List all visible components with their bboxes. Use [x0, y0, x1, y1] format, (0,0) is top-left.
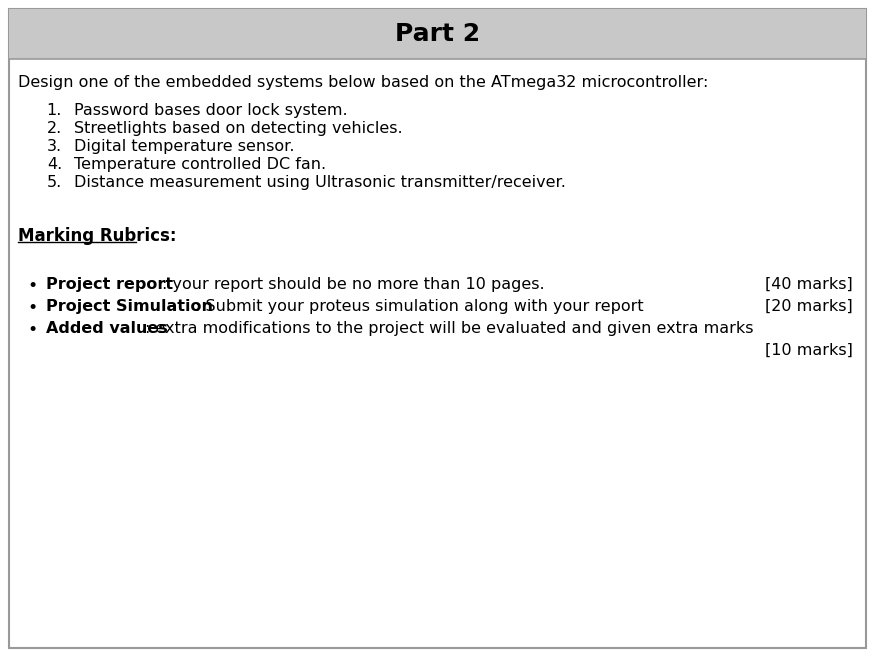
- Text: 1.: 1.: [46, 103, 62, 118]
- Text: [20 marks]: [20 marks]: [766, 299, 853, 314]
- Text: : extra modifications to the project will be evaluated and given extra marks: : extra modifications to the project wil…: [145, 321, 754, 336]
- Text: 3.: 3.: [47, 139, 62, 154]
- Text: •: •: [27, 321, 37, 339]
- Text: 2.: 2.: [46, 121, 62, 136]
- Text: Password bases door lock system.: Password bases door lock system.: [74, 103, 347, 118]
- Text: Digital temperature sensor.: Digital temperature sensor.: [74, 139, 295, 154]
- Text: Part 2: Part 2: [395, 22, 480, 46]
- Text: Temperature controlled DC fan.: Temperature controlled DC fan.: [74, 157, 326, 172]
- Text: •: •: [27, 299, 37, 317]
- Text: 5.: 5.: [46, 175, 62, 190]
- Text: Streetlights based on detecting vehicles.: Streetlights based on detecting vehicles…: [74, 121, 402, 136]
- Text: Added values: Added values: [46, 321, 168, 336]
- Text: [40 marks]: [40 marks]: [766, 277, 853, 292]
- Text: Marking Rubrics:: Marking Rubrics:: [18, 227, 177, 245]
- Text: : your report should be no more than 10 pages.: : your report should be no more than 10 …: [162, 277, 544, 292]
- Text: Distance measurement using Ultrasonic transmitter/receiver.: Distance measurement using Ultrasonic tr…: [74, 175, 566, 190]
- Bar: [9, 9, 866, 59]
- Text: [10 marks]: [10 marks]: [765, 343, 853, 358]
- Text: : Submit your proteus simulation along with your report: : Submit your proteus simulation along w…: [195, 299, 644, 314]
- Text: Design one of the embedded systems below based on the ATmega32 microcontroller:: Design one of the embedded systems below…: [18, 75, 709, 90]
- Text: Project Simulation: Project Simulation: [46, 299, 213, 314]
- Text: Project report: Project report: [46, 277, 173, 292]
- Text: 4.: 4.: [46, 157, 62, 172]
- Text: •: •: [27, 277, 37, 295]
